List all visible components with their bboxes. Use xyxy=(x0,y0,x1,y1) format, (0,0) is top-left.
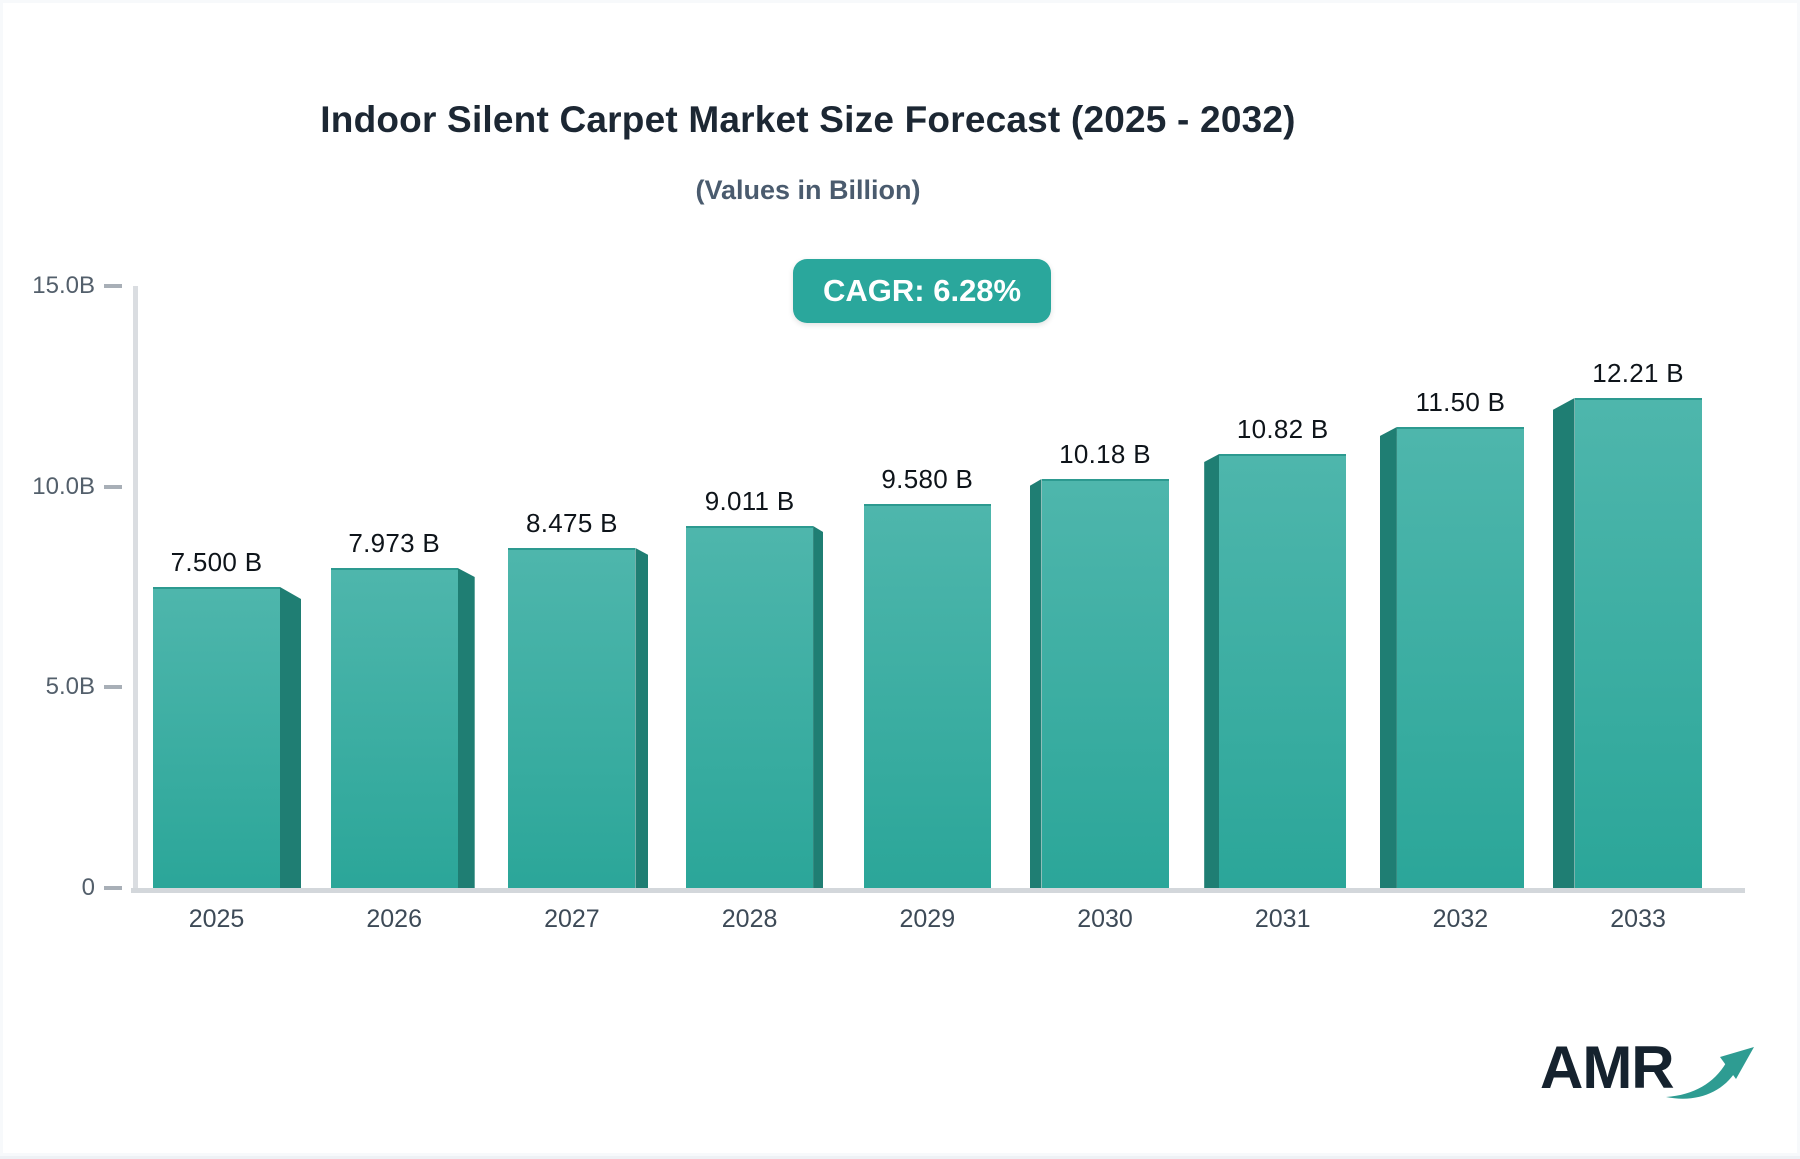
y-axis-label-3: 0 xyxy=(81,874,95,901)
bar-side-face-2028 xyxy=(813,526,824,888)
chart-card: Indoor Silent Carpet Market Size Forecas… xyxy=(3,3,1797,1153)
x-axis-label-2033: 2033 xyxy=(1610,905,1666,933)
bar-2031 xyxy=(1219,454,1347,888)
bar-side-face-2025 xyxy=(280,587,301,888)
y-axis-label-0: 15.0B xyxy=(32,272,95,300)
bar-value-label-2029: 9.580 B xyxy=(881,464,974,494)
bar-value-label-2033: 12.21 B xyxy=(1592,358,1684,388)
bar-value-label-2027: 8.475 B xyxy=(526,508,618,538)
bar-value-label-2028: 9.011 B xyxy=(704,486,795,516)
y-axis-tick xyxy=(104,886,122,890)
y-axis-label-2: 5.0B xyxy=(45,673,95,701)
chart-title: Indoor Silent Carpet Market Size Forecas… xyxy=(320,99,1296,140)
y-axis-tick xyxy=(104,484,122,489)
bar-side-face-2027 xyxy=(635,548,649,888)
bar-2029 xyxy=(863,504,991,888)
x-axis-line xyxy=(131,888,1745,893)
cagr-badge: CAGR: 6.28% xyxy=(793,259,1052,323)
bar-2030 xyxy=(1041,479,1169,888)
bar-value-label-2032: 11.50 B xyxy=(1415,387,1506,417)
x-axis-label-2029: 2029 xyxy=(899,905,956,933)
y-axis-label-1: 10.0B xyxy=(32,472,95,500)
bar-side-face-2031 xyxy=(1204,454,1220,888)
bar-value-label-2031: 10.82 B xyxy=(1236,414,1329,444)
bar-side-face-2033 xyxy=(1552,398,1575,888)
bar-2027 xyxy=(508,548,636,888)
amr-logo-text: AMR xyxy=(1540,1034,1675,1101)
y-axis-line xyxy=(133,286,138,893)
growth-arrow-icon xyxy=(1666,1047,1754,1099)
bar-value-label-2025: 7.500 B xyxy=(170,547,263,577)
bar-value-label-2026: 7.973 B xyxy=(348,528,441,558)
x-axis-label-2026: 2026 xyxy=(366,905,422,933)
bar-2026 xyxy=(330,568,458,888)
bar-side-face-2032 xyxy=(1379,427,1397,888)
x-axis-label-2025: 2025 xyxy=(188,905,245,933)
x-axis-label-2032: 2032 xyxy=(1432,905,1489,933)
bar-2025 xyxy=(153,587,280,888)
bar-2033 xyxy=(1574,398,1702,888)
title-row: Indoor Silent Carpet Market Size Forecas… xyxy=(3,99,1613,141)
bar-2028 xyxy=(686,526,814,888)
x-axis-label-2031: 2031 xyxy=(1254,905,1311,933)
subtitle-row: (Values in Billion) xyxy=(3,175,1613,206)
bar-value-label-2030: 10.18 B xyxy=(1059,439,1151,469)
bar-side-face-2026 xyxy=(457,568,475,888)
y-axis-tick xyxy=(104,685,122,690)
chart-subtitle: (Values in Billion) xyxy=(695,175,921,205)
x-axis-label-2030: 2030 xyxy=(1077,905,1133,933)
x-axis-label-2027: 2027 xyxy=(544,905,600,933)
bar-chart-plot: 15.0B 10.0B 5.0B 0 7.500 B 2025 7.973 B 2026 8.4… xyxy=(3,3,1800,1159)
amr-logo: AMR xyxy=(1533,1025,1754,1115)
y-axis-tick xyxy=(104,284,122,289)
bar-side-face-2030 xyxy=(1029,479,1042,888)
x-axis-label-2028: 2028 xyxy=(721,905,778,933)
bar-2032 xyxy=(1396,427,1524,888)
